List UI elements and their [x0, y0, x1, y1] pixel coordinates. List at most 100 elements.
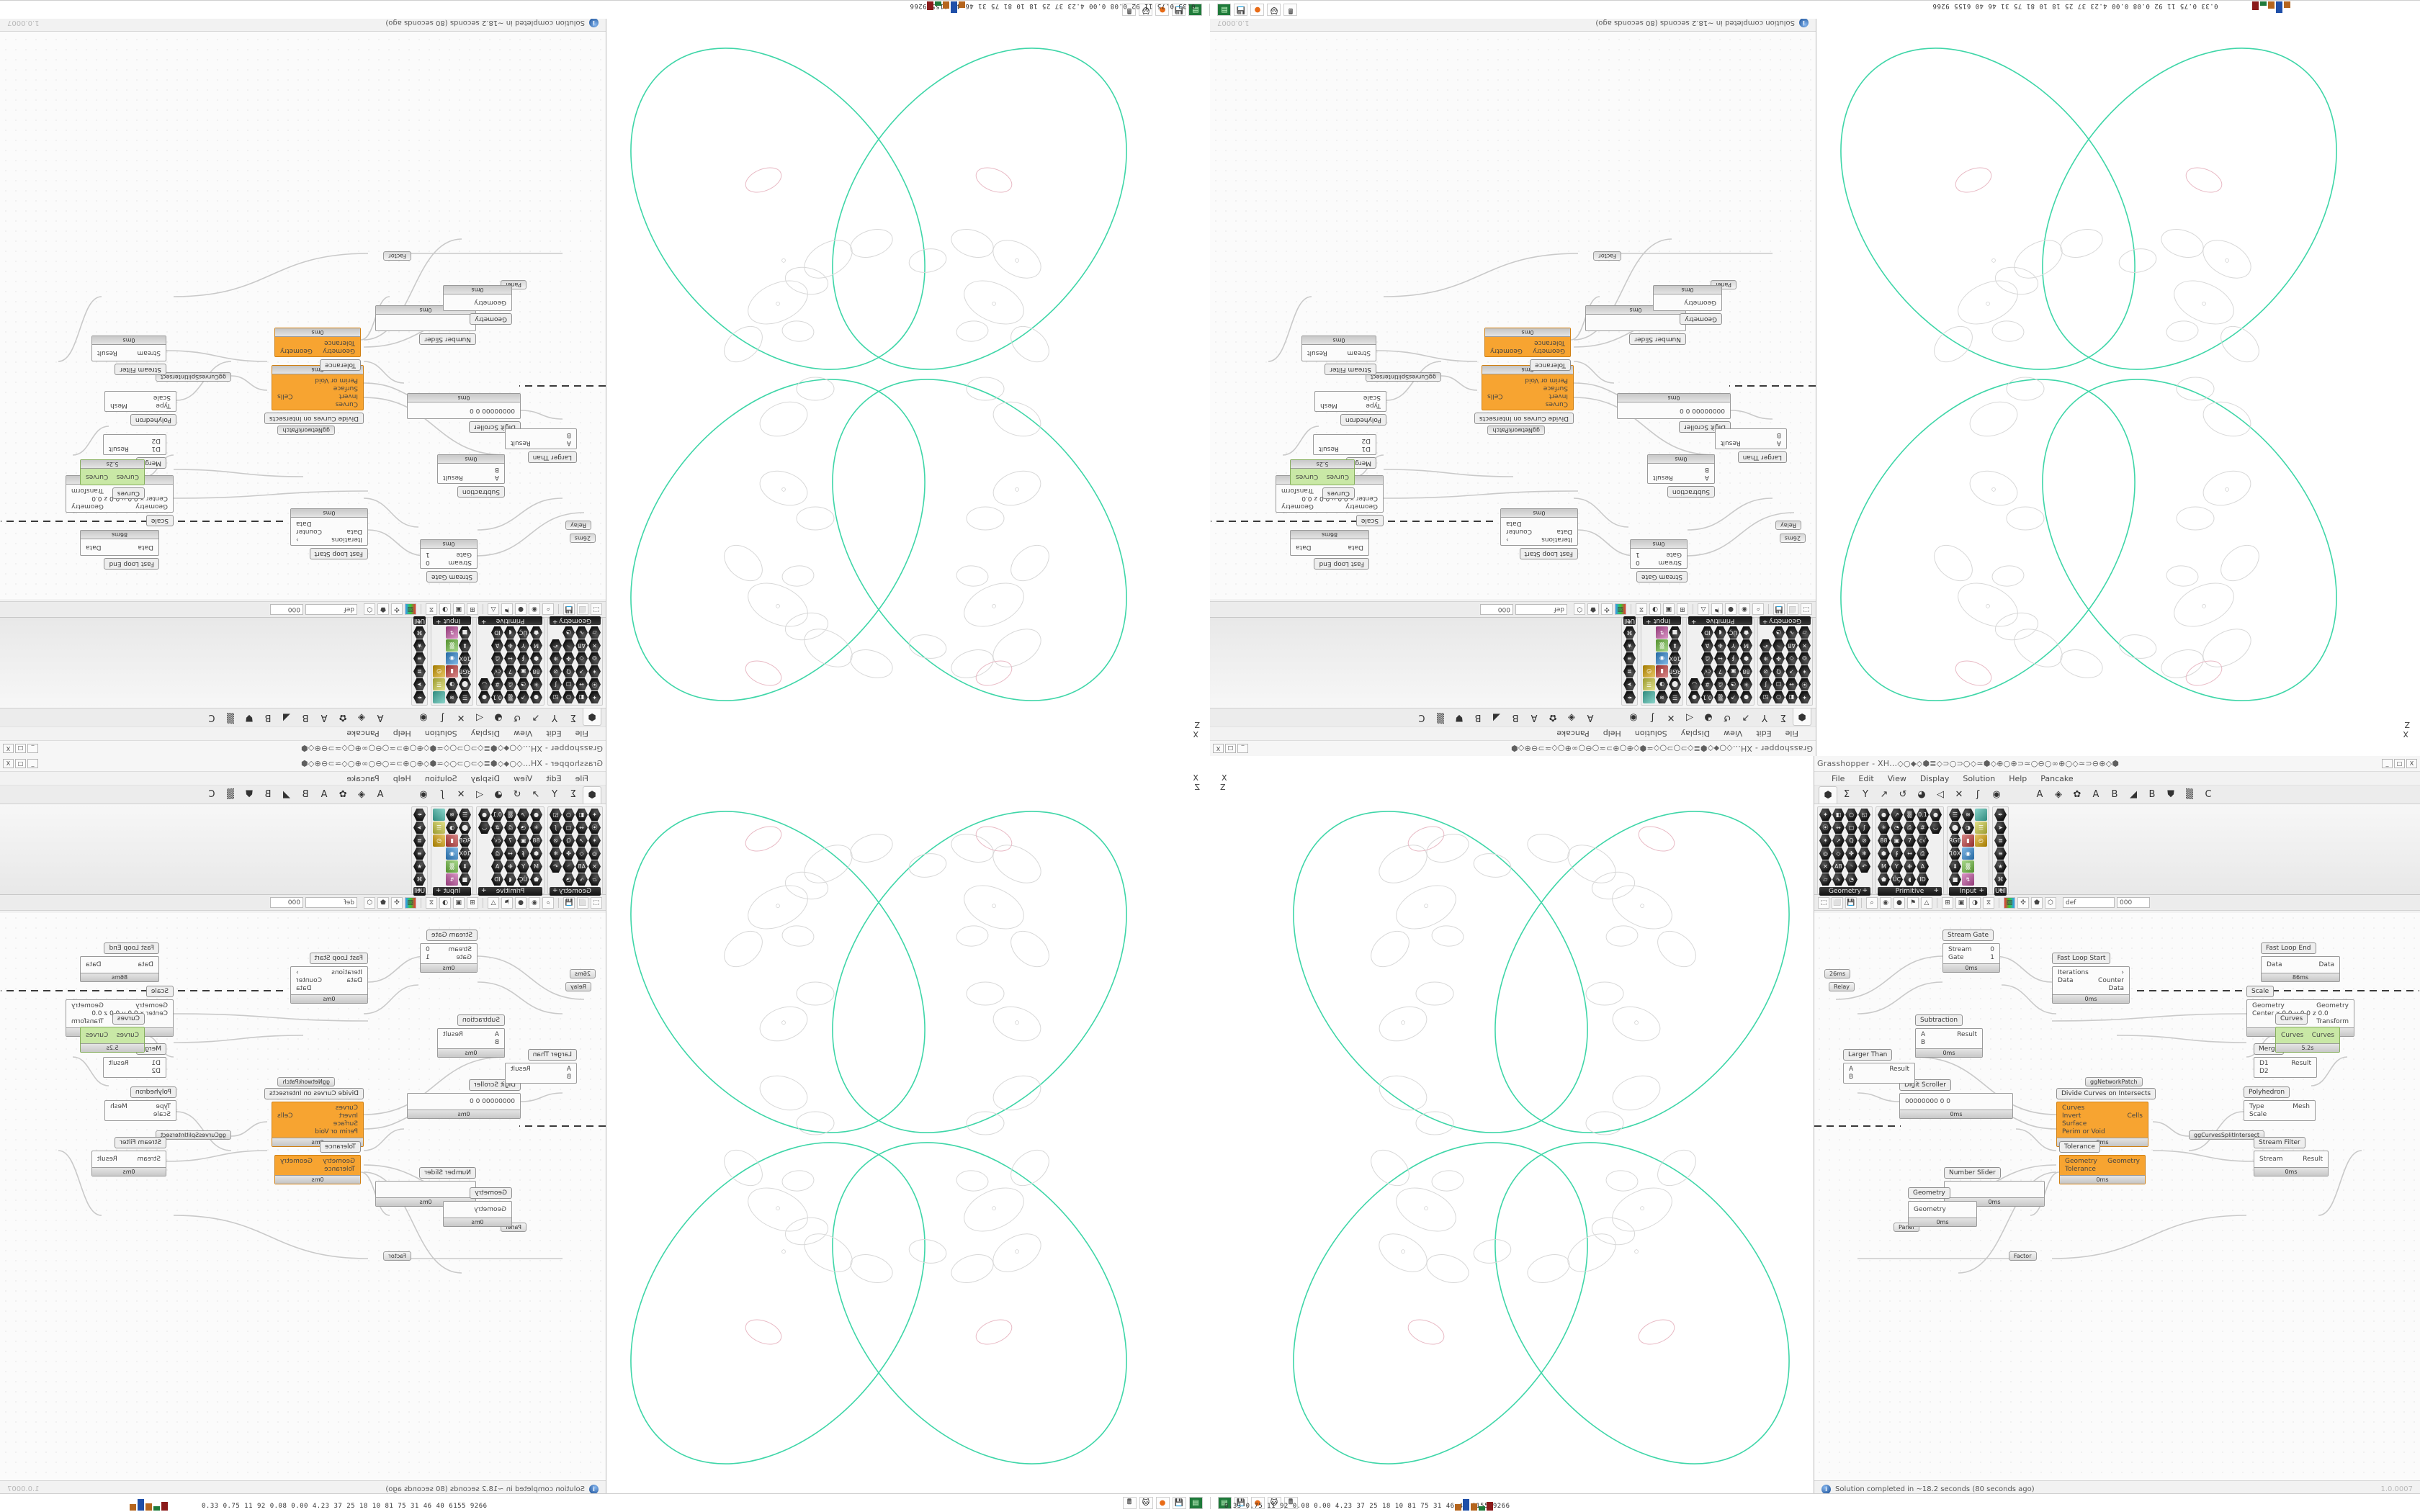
component-icon[interactable]: ●: [530, 691, 542, 703]
component-icon[interactable]: 7: [504, 665, 516, 678]
component-icon[interactable]: ★: [1994, 860, 2007, 873]
component-icon[interactable]: ◑: [446, 822, 458, 834]
component-icon[interactable]: M: [530, 639, 542, 652]
component-digit-scroller[interactable]: 00000000 0 0 0ms: [1899, 1093, 2013, 1119]
component-icon[interactable]: ○: [563, 809, 575, 821]
component-icon[interactable]: ↔: [1714, 652, 1726, 665]
terminal-icon[interactable]: ▤: [1188, 1497, 1203, 1509]
component-geometry[interactable]: Geometry 0ms: [1653, 285, 1722, 311]
ribbon-group-label[interactable]: Primitive: [1688, 616, 1752, 625]
minimize-button[interactable]: _: [27, 744, 38, 753]
component-icon[interactable]: ◱: [550, 691, 562, 703]
component-icon[interactable]: ◔: [517, 822, 529, 834]
component-icon[interactable]: c√: [1917, 834, 1929, 847]
component-icon[interactable]: ∿: [575, 873, 588, 886]
component-icon[interactable]: ✕: [1819, 860, 1832, 873]
zoom-fit-icon[interactable]: ⌕: [1866, 896, 1878, 909]
ribbon-group-label[interactable]: Input: [1949, 887, 1987, 896]
gimp-icon[interactable]: 🐱: [1139, 1497, 1153, 1509]
preview-icon[interactable]: ⊞: [1677, 603, 1688, 616]
ribbon-tab-strip[interactable]: ⬢ Σ Υ ↗ ↺ ◕ ◁ ✕ ʃ ◉ A ◈ ✿ A B ◢ B ⛊ ▒ C: [0, 786, 606, 804]
ribbon-tab-10[interactable]: A: [2036, 789, 2043, 800]
component-icon[interactable]: 0.1: [1701, 691, 1713, 703]
component-ggnetworkpatch[interactable]: ggNetworkPatch: [277, 1077, 335, 1086]
component-icon[interactable]: M: [1878, 860, 1890, 873]
ribbon-tab-15[interactable]: ◢: [283, 712, 290, 723]
zoom-fit-icon[interactable]: ⌕: [542, 603, 554, 616]
ribbon-tab-5[interactable]: ◕: [1917, 789, 1926, 800]
toolbar-value-field[interactable]: 000: [270, 897, 303, 908]
component-icon[interactable]: ↔: [1904, 847, 1916, 860]
component-icon[interactable]: ⬟: [1740, 626, 1752, 639]
open-icon[interactable]: ⬜: [1787, 603, 1798, 616]
component-icon[interactable]: ▮: [1656, 665, 1668, 678]
ribbon-tab-9[interactable]: ◉: [419, 789, 428, 800]
close-button[interactable]: X: [3, 744, 14, 753]
component-icon[interactable]: ➤: [1623, 678, 1636, 690]
component-icon[interactable]: ◔: [1891, 822, 1903, 834]
ribbon-tab-12[interactable]: ✿: [339, 789, 347, 800]
component-larger-than[interactable]: A Result B: [505, 1063, 577, 1084]
menu-item-edit[interactable]: Edit: [546, 729, 562, 739]
canvas-toolbar[interactable]: ⬚ ⬜ 💾 ⌕ ◉ ● ⚑ △ ⊞ ▣ ◑ ⧖ ▨ ✣ ⬟ ⬡ def 000: [1814, 895, 2420, 911]
taskbar-group-right[interactable]: ▤ 💾 ● 🐱 🖩: [1209, 1497, 1305, 1509]
menu-item-help[interactable]: Help: [1603, 729, 1621, 739]
component-icon[interactable]: ◱: [1760, 691, 1772, 703]
open-icon[interactable]: ⬜: [577, 896, 588, 909]
color-icon[interactable]: ▨: [1615, 603, 1626, 616]
ribbon-tab-2[interactable]: Υ: [552, 712, 557, 723]
component-icon[interactable]: ▒: [1656, 639, 1668, 652]
component-icon[interactable]: ▮: [446, 665, 458, 678]
component-relay-26ms[interactable]: 26ms: [1824, 969, 1851, 978]
ribbon-tab-11[interactable]: ◈: [2055, 789, 2062, 800]
component-icon[interactable]: ⌘: [1994, 873, 2007, 886]
save-icon[interactable]: 💾: [1773, 603, 1785, 616]
rhino-viewport[interactable]: ○○○○○○○○XZRhino Viewport▴▴: [606, 756, 1210, 1512]
component-icon[interactable]: ★: [1623, 639, 1636, 652]
component-larger-than[interactable]: A Result B: [1843, 1063, 1915, 1084]
component-relay[interactable]: Relay: [565, 521, 591, 530]
component-ggcurvessplitintersect[interactable]: ggCurvesSplitIntersect: [1365, 372, 1441, 382]
ribbon-tab-7[interactable]: ✕: [1667, 712, 1675, 723]
component-icon[interactable]: ID: [491, 873, 503, 886]
node-canvas[interactable]: Stream Gate Stream 0 Gate 1 0ms Relay 26ms Fast …: [1210, 32, 1816, 599]
component-icon[interactable]: ⦿: [588, 678, 601, 690]
component-icon[interactable]: ◝: [1845, 860, 1857, 873]
menu-item-solution[interactable]: Solution: [424, 729, 457, 739]
component-ggnetworkpatch[interactable]: ggNetworkPatch: [1487, 426, 1545, 435]
component-icon[interactable]: ◉: [446, 847, 458, 860]
component-icon[interactable]: AB: [575, 639, 588, 652]
component-ggnetworkpatch[interactable]: ggNetworkPatch: [2085, 1077, 2143, 1086]
component-icon[interactable]: ∮: [1727, 652, 1739, 665]
menu-item-edit[interactable]: Edit: [546, 773, 562, 783]
component-icon[interactable]: ■: [1949, 873, 1961, 886]
component-icon[interactable]: ▮: [1962, 834, 1974, 847]
group-icon[interactable]: ⬟: [1587, 603, 1599, 616]
component-icon[interactable]: ÜÇ: [1727, 626, 1739, 639]
menu-item-view[interactable]: View: [1887, 773, 1906, 783]
toolbar-search-field[interactable]: def: [305, 897, 357, 908]
zoom-fit-icon[interactable]: ⌕: [542, 896, 554, 909]
ribbon-tab-5[interactable]: ◕: [1704, 712, 1713, 723]
component-icon[interactable]: ❉: [1904, 860, 1916, 873]
component-icon[interactable]: ↶: [550, 860, 562, 873]
bake-icon[interactable]: △: [1921, 896, 1932, 909]
component-polyhedron[interactable]: Type Mesh Scale: [104, 391, 176, 412]
component-icon[interactable]: ◑: [1656, 678, 1668, 690]
component-icon[interactable]: ◴: [433, 665, 445, 678]
component-icon[interactable]: ❄: [550, 652, 562, 665]
menu-item-pancake[interactable]: Pancake: [2040, 773, 2074, 783]
component-icon[interactable]: ◴: [1643, 665, 1655, 678]
component-icon[interactable]: ◔: [1727, 678, 1739, 690]
component-icon[interactable]: M: [1740, 639, 1752, 652]
component-icon[interactable]: #: [1917, 822, 1929, 834]
ribbon-tab-8[interactable]: ʃ: [1976, 789, 1980, 800]
component-geometry[interactable]: Geometry 0ms: [443, 1201, 512, 1227]
component-factor[interactable]: Factor: [1593, 251, 1621, 261]
component-icon[interactable]: ʃ: [550, 678, 562, 690]
component-icon[interactable]: 10X: [459, 652, 471, 665]
component-curves[interactable]: Curves Curves 5.2s: [80, 459, 145, 485]
component-icon[interactable]: c√: [1701, 665, 1713, 678]
component-divide-curves-on-intersects[interactable]: Curves Invert Cells Surface Perim or Void 0ms: [272, 365, 364, 410]
component-icon[interactable]: ≡: [1994, 847, 2007, 860]
